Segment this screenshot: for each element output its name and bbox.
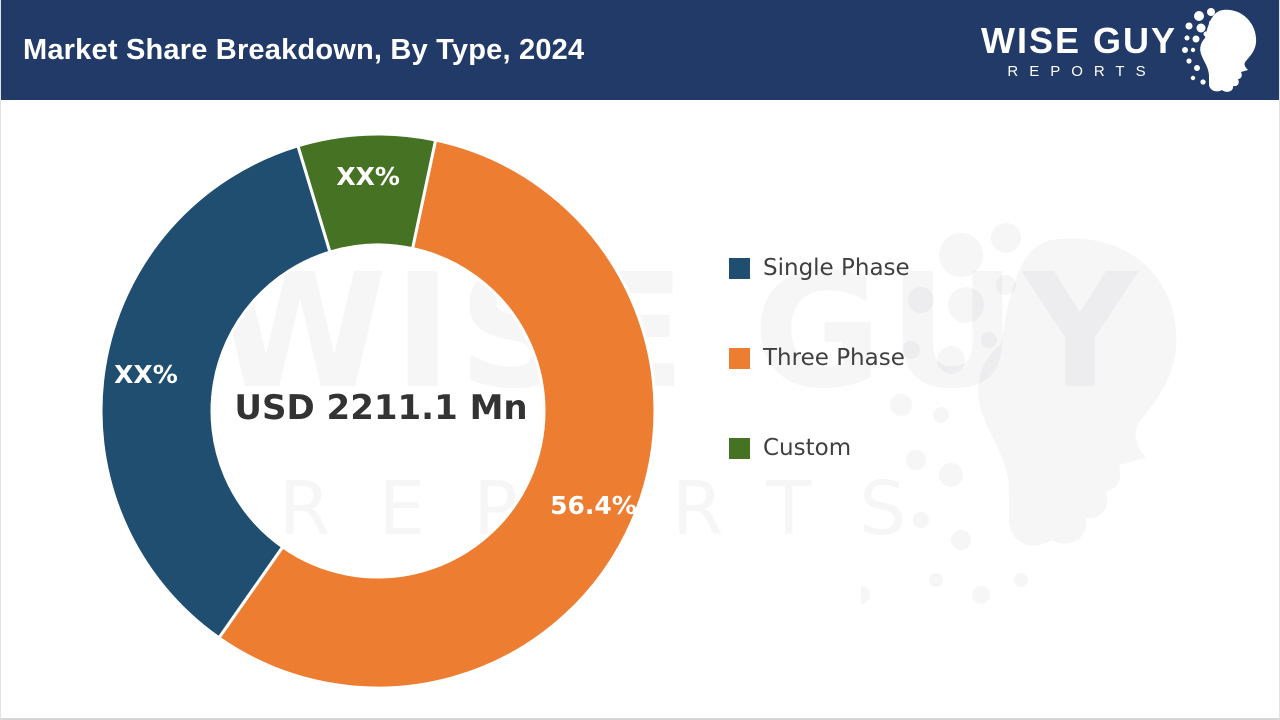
legend-swatch-single-phase: [729, 257, 750, 279]
legend-swatch-three-phase: [729, 347, 750, 369]
legend-item-custom[interactable]: Custom: [729, 435, 910, 461]
legend-item-three-phase[interactable]: Three Phase: [729, 345, 910, 371]
pie-segment-custom[interactable]: [296, 132, 438, 254]
logo-wordmark: WISE GUY: [980, 19, 1177, 61]
header: Market Share Breakdown, By Type, 2024 WI…: [1, 0, 1279, 100]
segment-share-label-single-phase: XX%: [114, 360, 178, 389]
legend-swatch-custom: [729, 437, 750, 459]
page-title: Market Share Breakdown, By Type, 2024: [23, 33, 585, 66]
pie-segment-three-phase[interactable]: [217, 138, 657, 690]
logo-face-icon: [1182, 8, 1257, 92]
logo-subtitle: REPORTS: [1007, 62, 1157, 80]
segment-share-label-custom: XX%: [336, 162, 400, 191]
legend-label-three-phase: Three Phase: [763, 345, 905, 371]
legend: Single Phase Three Phase Custom: [729, 255, 910, 526]
legend-label-single-phase: Single Phase: [763, 255, 910, 281]
segment-share-label-three-phase: 56.4%: [550, 491, 637, 520]
pie-segment-single-phase[interactable]: [99, 144, 332, 640]
wiseguy-logo: WISE GUY REPORTS: [981, 6, 1263, 94]
chart-center-value: USD 2211.1 Mn: [234, 388, 528, 428]
legend-label-custom: Custom: [763, 435, 852, 461]
chart-area: WISE GUY REPORTS 56.4%XX%XX% USD 2211.1 …: [1, 100, 1280, 718]
legend-item-single-phase[interactable]: Single Phase: [729, 255, 910, 281]
logo-text: WISE GUY REPORTS: [980, 19, 1177, 80]
donut-chart: 56.4% XX% XX%: [99, 132, 657, 690]
